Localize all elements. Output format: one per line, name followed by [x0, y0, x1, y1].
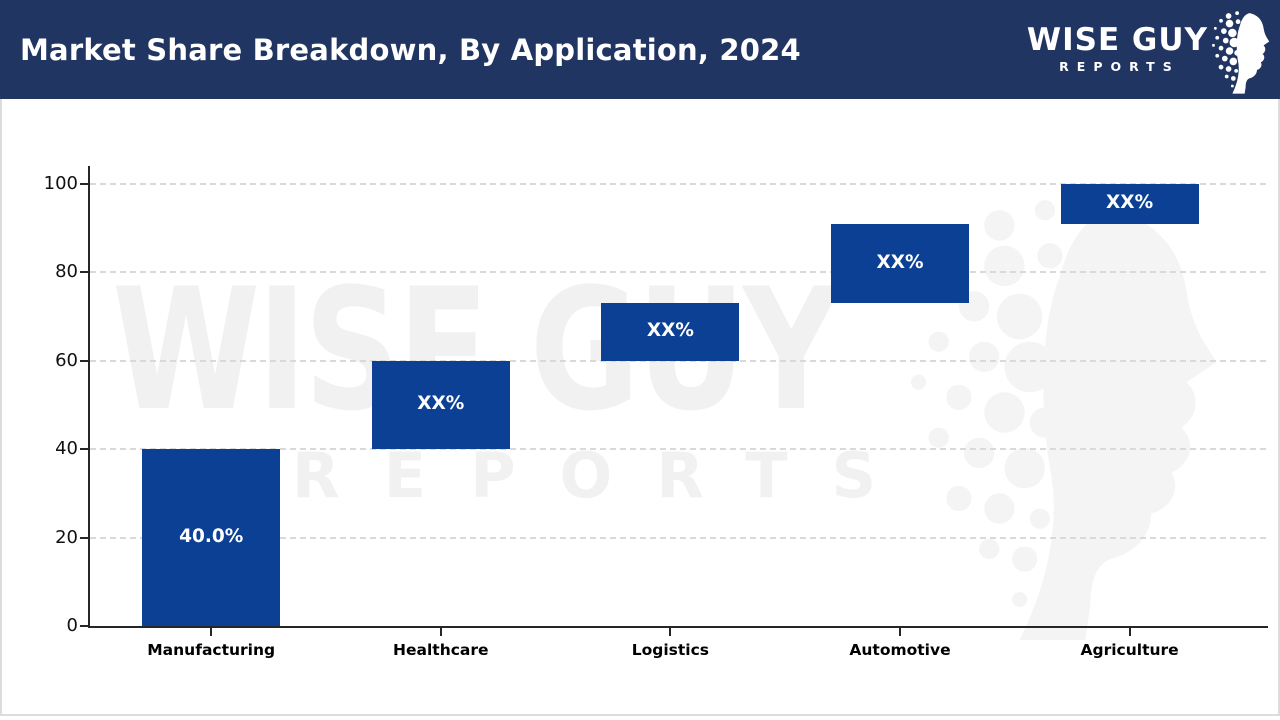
y-tick-label: 20 — [55, 526, 78, 548]
x-tickmark — [210, 628, 213, 636]
logo-head-icon — [1204, 8, 1274, 94]
logo-tagline: REPORTS — [1059, 59, 1180, 75]
y-tickmark — [80, 359, 88, 362]
bar-segment — [142, 449, 281, 626]
x-axis — [88, 626, 1268, 628]
y-tick-label: 80 — [55, 261, 78, 283]
bar-value-label: 40.0% — [179, 525, 244, 547]
gridline — [90, 536, 1268, 539]
bar-segment — [601, 303, 740, 361]
bar-segment — [831, 223, 969, 304]
x-tickmark — [439, 628, 442, 636]
y-tickmark — [80, 183, 88, 185]
gridline — [90, 448, 1268, 451]
bar-value-label: XX% — [417, 393, 465, 414]
y-tick-label: 100 — [43, 173, 78, 194]
bar-segment — [371, 360, 510, 450]
y-tickmark — [80, 625, 88, 627]
category-label: Manufacturing — [147, 641, 276, 659]
category-label: Agriculture — [1080, 641, 1179, 659]
bar-value-label: XX% — [1106, 191, 1154, 213]
watermark-tagline: REPORTS — [292, 439, 921, 512]
wise-guy-logo: WISE GUY REPORTS — [1027, 0, 1274, 99]
y-tick-label: 0 — [66, 615, 78, 636]
logo-name: WISE GUY — [1026, 22, 1208, 59]
category-label: Logistics — [631, 641, 710, 659]
x-tickmark — [669, 628, 672, 636]
gridline — [90, 359, 1268, 362]
bar-value-label: XX% — [646, 320, 694, 342]
gridline — [90, 183, 1268, 185]
y-tick-label: 40 — [55, 438, 78, 460]
y-tick-label: 60 — [55, 349, 78, 371]
y-axis — [88, 166, 90, 628]
logo-text: WISE GUY REPORTS — [1027, 25, 1208, 74]
category-label: Healthcare — [393, 641, 489, 659]
header-band: Market Share Breakdown, By Application, … — [0, 0, 1280, 99]
page-title: Market Share Breakdown, By Application, … — [20, 32, 801, 67]
y-tickmark — [80, 271, 88, 274]
x-tickmark — [1128, 628, 1131, 636]
gridline — [90, 271, 1268, 274]
bar-value-label: XX% — [876, 251, 924, 273]
category-label: Automotive — [849, 641, 951, 659]
y-tickmark — [80, 448, 88, 451]
y-tickmark — [80, 536, 88, 539]
bar-segment — [1060, 184, 1199, 224]
x-tickmark — [899, 628, 901, 636]
